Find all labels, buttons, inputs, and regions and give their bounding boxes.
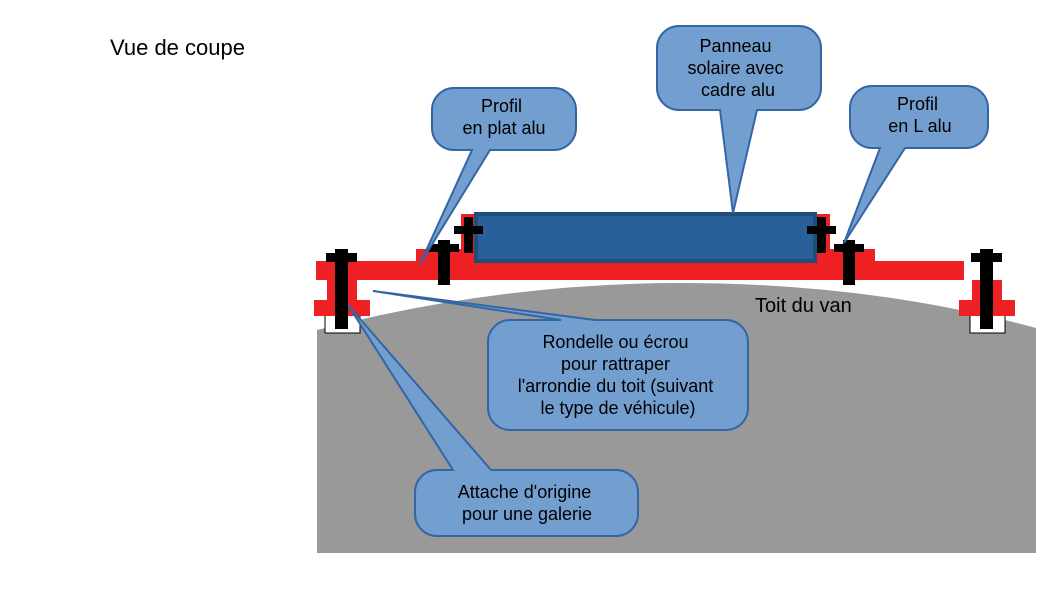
callout-panneau-l1: Panneau (699, 36, 771, 56)
callout-rondelle-l4: le type de véhicule) (540, 398, 695, 418)
roof-label: Toit du van (755, 295, 852, 317)
cross-section-diagram: Vue de coupe Toit du van (0, 0, 1058, 595)
diagram-title: Vue de coupe (110, 35, 245, 60)
callout-panneau: Panneau solaire avec cadre alu (657, 26, 821, 213)
callout-profil-plat-l2: en plat alu (462, 118, 545, 138)
callout-rondelle-l3: l'arrondie du toit (suivant (518, 376, 714, 396)
callout-attache-l1: Attache d'origine (458, 482, 592, 502)
callout-panneau-l2: solaire avec (687, 58, 783, 78)
callout-profil-L-l2: en L alu (888, 116, 951, 136)
flat-bar (316, 261, 964, 280)
svg-text:Panneau solaire avec: Panneau solaire avec cadre alu (687, 36, 788, 100)
callout-profil-plat-l1: Profil (481, 96, 522, 116)
callout-attache-l2: pour une galerie (462, 504, 592, 524)
callout-profil-L: Profil en L alu (844, 86, 988, 243)
callout-profil-L-l1: Profil (897, 94, 938, 114)
callout-rondelle-l2: pour rattraper (561, 354, 670, 374)
callout-rondelle-l1: Rondelle ou écrou (542, 332, 688, 352)
callout-panneau-l3: cadre alu (701, 80, 775, 100)
solar-panel-frame (476, 214, 815, 261)
